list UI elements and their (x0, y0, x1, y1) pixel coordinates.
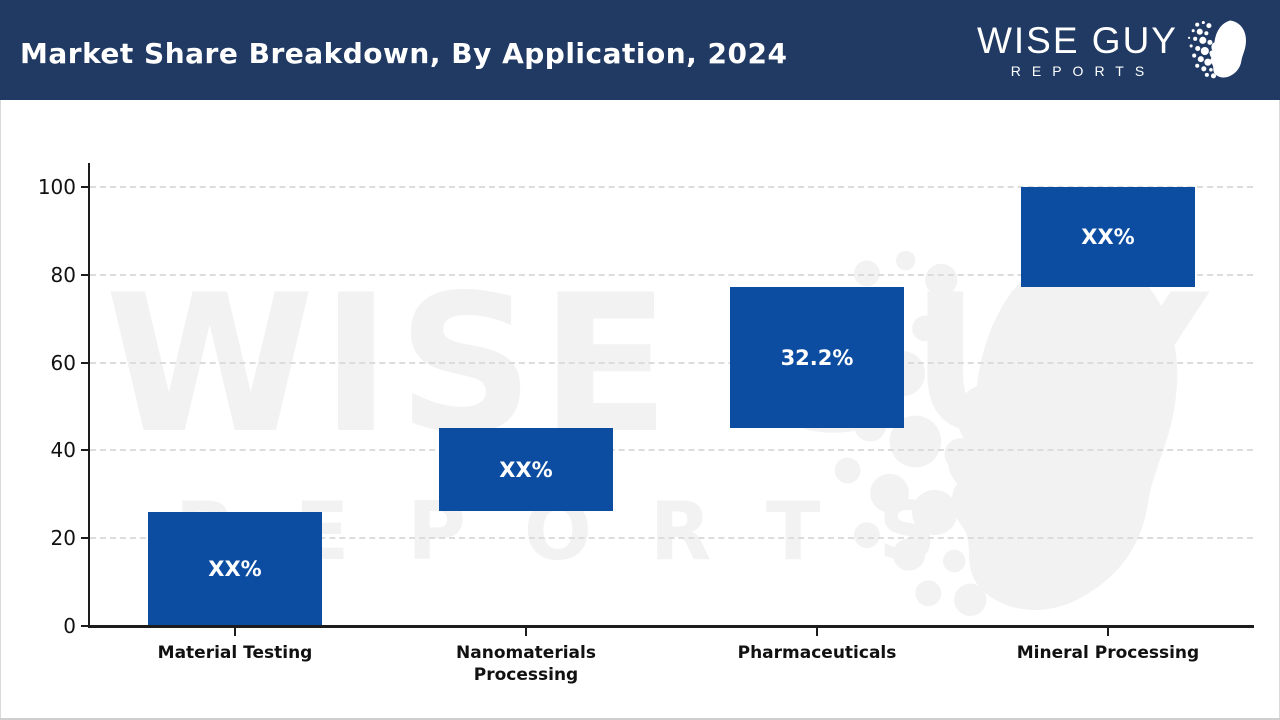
bar (730, 287, 904, 428)
grid-line (90, 449, 1253, 452)
x-tick-mark (1107, 628, 1109, 636)
y-tick-mark (81, 537, 90, 540)
chart-area: WISE GUY REPORTS 0 20 40 60 80 100 XX% Material… (0, 100, 1280, 718)
brand-subtitle: REPORTS (1010, 63, 1156, 79)
y-tick-label: 100 (37, 175, 76, 199)
page-title: Market Share Breakdown, By Application, … (20, 36, 788, 70)
x-category-label: Nanomaterials Processing (456, 643, 596, 686)
grid-line (90, 537, 1253, 540)
bar-value-label: XX% (208, 557, 262, 581)
x-category-label: Material Testing (157, 643, 313, 663)
y-tick-mark (81, 625, 90, 627)
y-tick-mark (81, 449, 90, 452)
x-category-label: Pharmaceuticals (737, 643, 897, 663)
y-tick-label: 20 (50, 526, 76, 551)
y-tick-label: 0 (63, 614, 76, 638)
grid-line (90, 186, 1253, 188)
y-tick-mark (81, 361, 90, 364)
bar-value-label: 32.2% (780, 346, 854, 370)
x-tick-mark (525, 628, 527, 636)
y-tick-mark (81, 186, 90, 188)
x-tick-mark (234, 628, 236, 636)
y-tick-label: 80 (50, 262, 76, 287)
page-border-left (0, 100, 1, 720)
bar (1021, 187, 1195, 287)
header-bar: Market Share Breakdown, By Application, … (0, 0, 1280, 100)
bar (439, 428, 613, 511)
grid-line (90, 273, 1253, 276)
x-tick-mark (816, 628, 818, 636)
bar-value-label: XX% (499, 458, 553, 482)
x-category-label: Mineral Processing (1016, 643, 1200, 663)
brand-logo: WISE GUY REPORTS (977, 18, 1248, 82)
bar (148, 512, 322, 626)
x-axis-line (88, 625, 1254, 628)
brand-name: WISE GUY (976, 20, 1178, 61)
page-border-bottom (0, 718, 1280, 720)
y-tick-mark (81, 273, 90, 276)
brand-logo-text: WISE GUY REPORTS (977, 22, 1178, 78)
grid-line (90, 361, 1253, 364)
y-tick-label: 60 (50, 350, 76, 375)
bar-value-label: XX% (1081, 225, 1135, 249)
y-axis-spine (88, 163, 90, 628)
y-tick-label: 40 (50, 438, 76, 463)
dotted-face-icon (1182, 18, 1248, 82)
